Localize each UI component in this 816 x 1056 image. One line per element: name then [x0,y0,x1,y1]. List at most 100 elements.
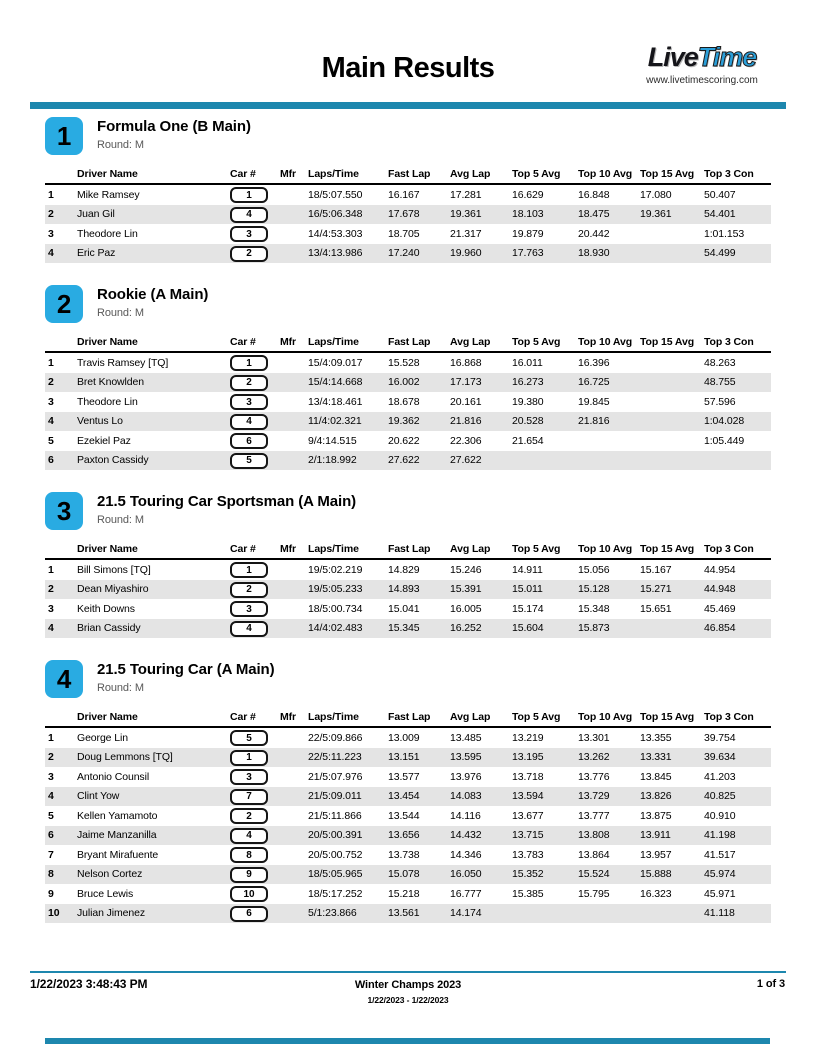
top15-avg-cell: 16.323 [640,887,672,900]
table-row: 3 Keith Downs 3 18/5:00.734 15.041 16.00… [45,599,771,619]
car-number-cell: 2 [230,245,280,262]
section-round: Round: M [97,514,144,527]
car-number-chip: 1 [230,562,268,579]
car-number-cell: 4 [230,827,280,844]
car-number-chip: 1 [230,749,268,766]
position-cell: 1 [48,731,54,744]
car-number-cell: 6 [230,432,280,450]
table-row: 1 Travis Ramsey [TQ] 1 15/4:09.017 15.52… [45,353,771,373]
table-row: 3 Theodore Lin 3 13/4:18.461 18.678 20.1… [45,392,771,412]
section-title: 21.5 Touring Car Sportsman (A Main) [97,493,357,510]
car-number-cell: 3 [230,600,280,618]
avg-lap-cell: 17.281 [450,188,482,201]
table-body: 1 Travis Ramsey [TQ] 1 15/4:09.017 15.52… [45,353,771,470]
car-number-cell: 5 [230,729,280,747]
column-header: Car # [230,168,256,180]
driver-name-cell: Bill Simons [TQ] [77,563,151,576]
top5-avg-cell: 19.879 [512,227,544,240]
table-header-row: Driver Name Car # Mfr Laps/Time Fast Lap Avg … [45,539,771,560]
top5-avg-cell: 21.654 [512,434,544,447]
laps-time-cell: 20/5:00.752 [308,848,363,861]
laps-time-cell: 18/5:17.252 [308,887,363,900]
avg-lap-cell: 15.391 [450,583,482,596]
fast-lap-cell: 13.561 [388,907,420,920]
avg-lap-cell: 13.595 [450,751,482,764]
top3-con-cell: 40.910 [704,809,736,822]
laps-time-cell: 22/5:09.866 [308,731,363,744]
section-title: Rookie (A Main) [97,286,209,303]
top3-con-cell: 41.198 [704,829,736,842]
car-number-chip: 6 [230,433,268,450]
car-number-cell: 1 [230,561,280,579]
car-number-cell: 3 [230,768,280,786]
car-number-chip: 1 [230,187,268,204]
column-header: Top 10 Avg [578,168,633,180]
footer-center: Winter Champs 2023 1/22/2023 - 1/22/2023 [0,979,816,1005]
top5-avg-cell: 15.385 [512,887,544,900]
section-head: 2 Rookie (A Main) Round: M [45,285,771,323]
section-number-badge: 4 [45,660,83,698]
avg-lap-cell: 19.361 [450,208,482,221]
top5-avg-cell: 13.195 [512,751,544,764]
table-row: 5 Kellen Yamamoto 2 21/5:11.866 13.544 1… [45,806,771,826]
fast-lap-cell: 14.893 [388,583,420,596]
car-number-cell: 8 [230,846,280,864]
fast-lap-cell: 20.622 [388,434,420,447]
avg-lap-cell: 16.868 [450,356,482,369]
top3-con-cell: 48.755 [704,376,736,389]
column-header: Car # [230,336,256,348]
results-table: Driver Name Car # Mfr Laps/Time Fast Lap Avg … [45,164,771,263]
avg-lap-cell: 17.173 [450,376,482,389]
car-number-chip: 5 [230,452,268,469]
top10-avg-cell: 19.845 [578,395,610,408]
laps-time-cell: 20/5:00.391 [308,829,363,842]
top3-con-cell: 1:04.028 [704,415,745,428]
top10-avg-cell: 21.816 [578,415,610,428]
livetime-logo: LiveTime [616,42,788,72]
table-row: 7 Bryant Mirafuente 8 20/5:00.752 13.738… [45,845,771,865]
driver-name-cell: Bruce Lewis [77,887,134,900]
section-head-text: 21.5 Touring Car (A Main) Round: M [97,660,275,698]
position-cell: 3 [48,227,54,240]
column-header: Top 5 Avg [512,168,561,180]
car-number-chip: 8 [230,847,268,864]
column-header: Top 3 Con [704,168,754,180]
top10-avg-cell: 15.348 [578,602,610,615]
column-header: Avg Lap [450,711,491,723]
top3-con-cell: 54.499 [704,247,736,260]
laps-time-cell: 9/4:14.515 [308,434,357,447]
position-cell: 10 [48,907,60,920]
car-number-chip: 3 [230,769,268,786]
top15-avg-cell: 13.957 [640,848,672,861]
car-number-cell: 2 [230,807,280,825]
position-cell: 8 [48,868,54,881]
race-section: 3 21.5 Touring Car Sportsman (A Main) Ro… [45,492,771,638]
driver-name-cell: Theodore Lin [77,227,138,240]
top5-avg-cell: 16.273 [512,376,544,389]
column-header: Driver Name [77,543,138,555]
top5-avg-cell: 13.594 [512,790,544,803]
fast-lap-cell: 13.009 [388,731,420,744]
table-row: 6 Jaime Manzanilla 4 20/5:00.391 13.656 … [45,825,771,845]
top5-avg-cell: 13.783 [512,848,544,861]
avg-lap-cell: 19.960 [450,247,482,260]
logo-block: LiveTime www.livetimescoring.com [616,42,788,86]
top10-avg-cell: 13.777 [578,809,610,822]
header-accent-rule [30,102,786,109]
column-header: Mfr [280,336,297,348]
driver-name-cell: Kellen Yamamoto [77,809,158,822]
logo-live-text: Live [647,42,699,72]
driver-name-cell: Keith Downs [77,602,135,615]
laps-time-cell: 13/4:13.986 [308,247,363,260]
table-header-row: Driver Name Car # Mfr Laps/Time Fast Lap Avg … [45,707,771,728]
top10-avg-cell: 13.301 [578,731,610,744]
car-number-chip: 9 [230,866,268,883]
table-row: 6 Paxton Cassidy 5 2/1:18.992 27.622 27.… [45,450,771,470]
fast-lap-cell: 16.167 [388,188,420,201]
fast-lap-cell: 16.002 [388,376,420,389]
top3-con-cell: 45.974 [704,868,736,881]
results-sections: 1 Formula One (B Main) Round: M Driver N… [0,109,816,923]
position-cell: 6 [48,454,54,467]
driver-name-cell: George Lin [77,731,128,744]
fast-lap-cell: 27.622 [388,454,420,467]
